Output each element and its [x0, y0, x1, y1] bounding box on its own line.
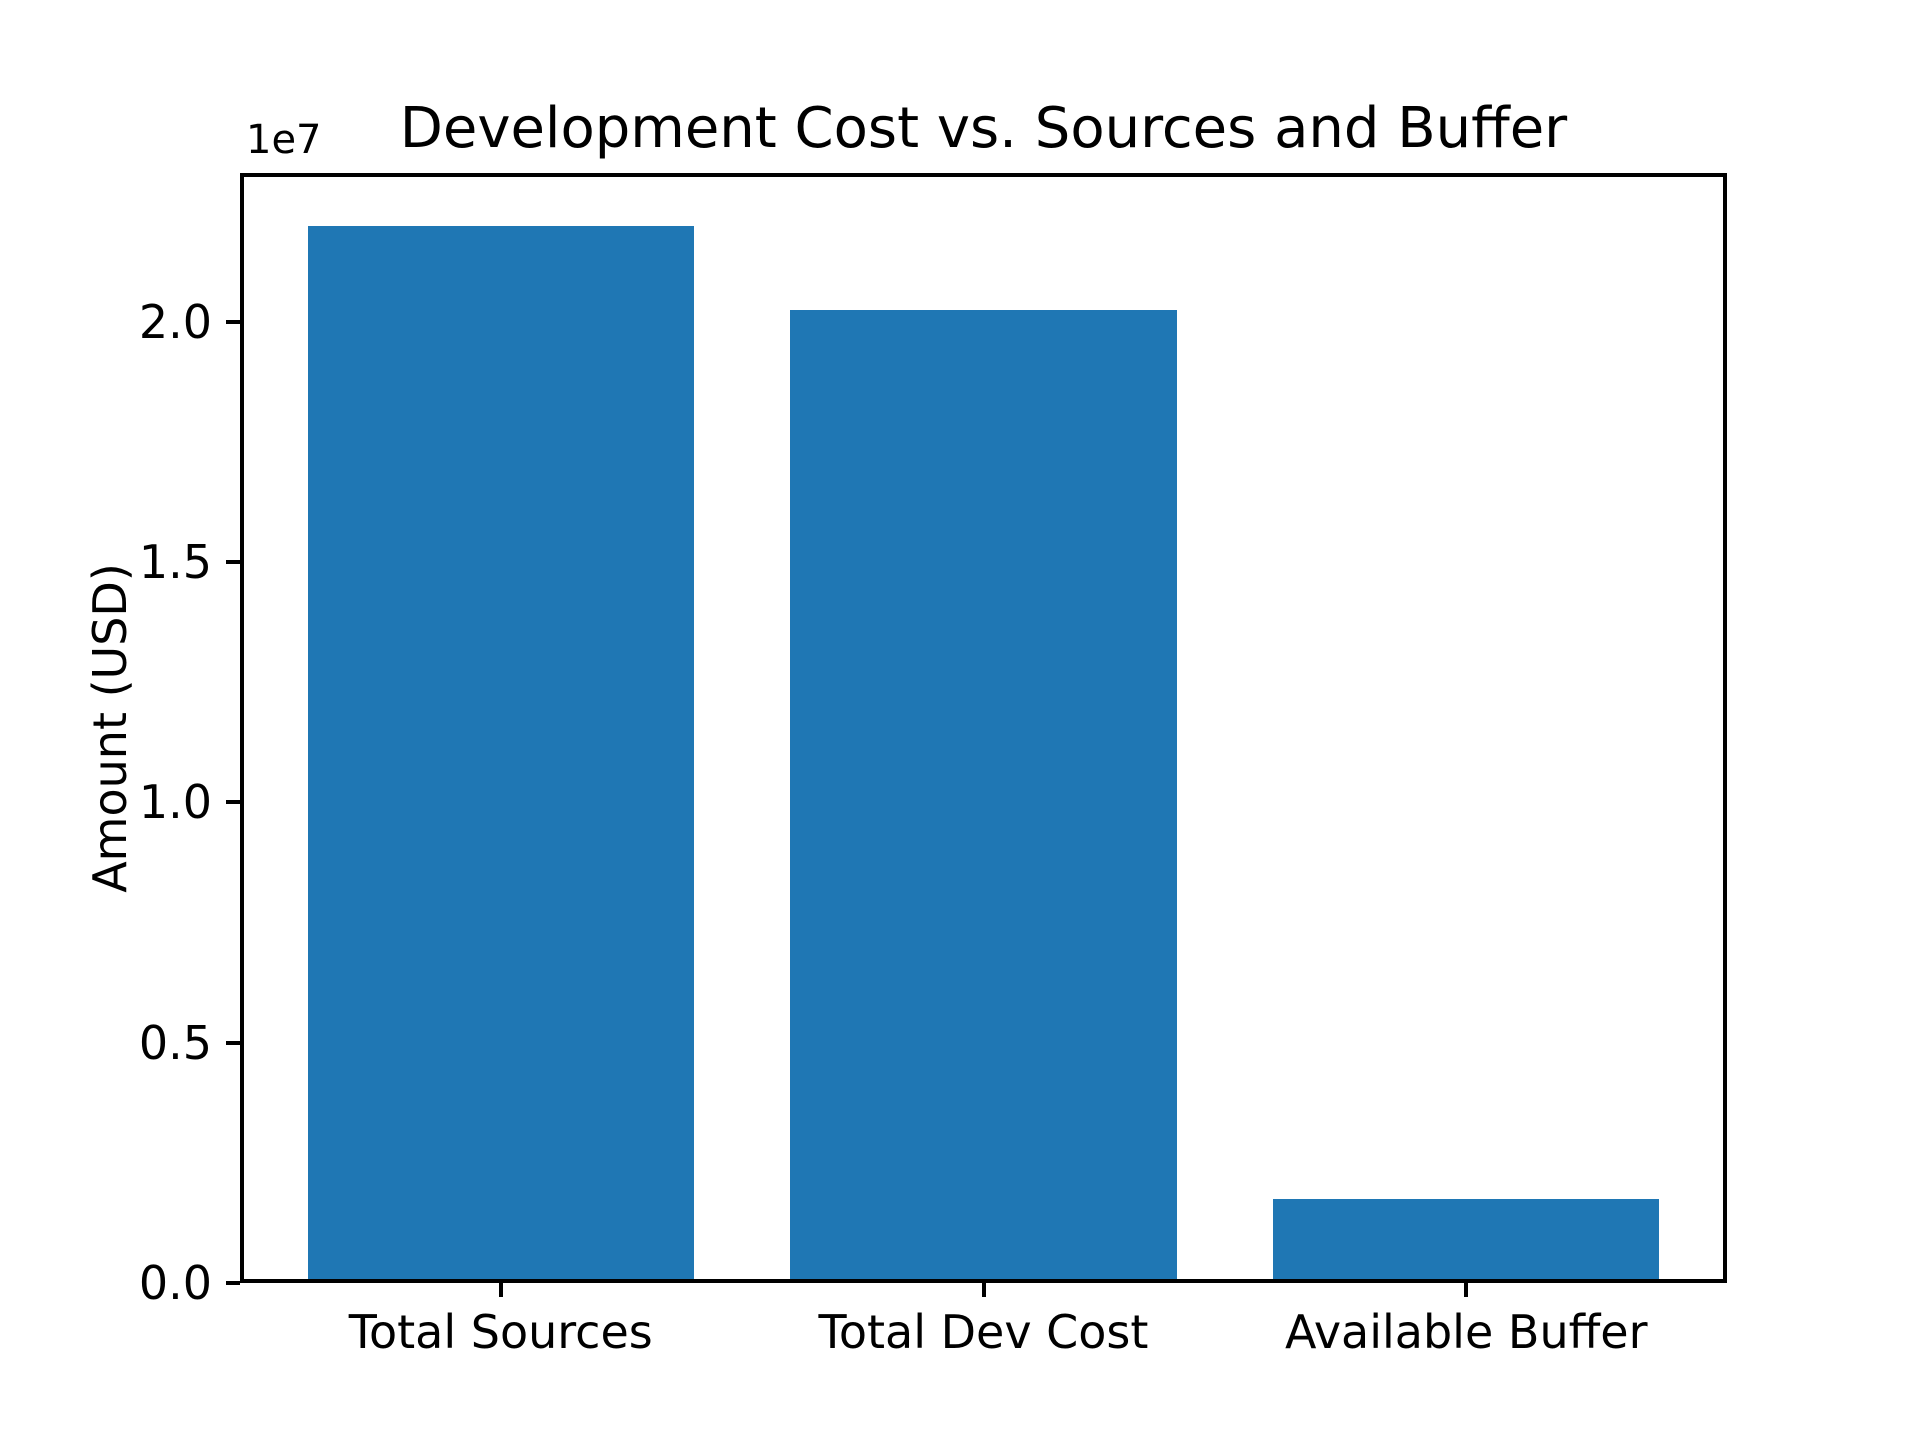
- y-tick-mark: [226, 1281, 240, 1285]
- x-tick-label: Total Dev Cost: [818, 1305, 1149, 1359]
- x-tick-label: Available Buffer: [1285, 1305, 1648, 1359]
- y-tick-mark: [226, 800, 240, 805]
- x-tick-mark: [1464, 1283, 1469, 1297]
- bar-total-sources: [307, 225, 694, 1279]
- y-tick-mark: [226, 560, 240, 565]
- y-tick-label: 1.5: [138, 535, 212, 590]
- x-tick-mark: [981, 1283, 986, 1297]
- y-tick-label: 0.5: [138, 1015, 212, 1070]
- x-tick-mark: [498, 1283, 503, 1297]
- plot-area: [240, 173, 1727, 1283]
- bar-total-dev-cost: [790, 309, 1177, 1279]
- y-axis-label: Amount (USD): [83, 563, 137, 893]
- y-tick-mark: [226, 319, 240, 324]
- x-tick-label: Total Sources: [348, 1305, 653, 1359]
- y-axis-offset-text: 1e7: [246, 117, 322, 163]
- bar-available-buffer: [1273, 1198, 1660, 1279]
- chart-title: Development Cost vs. Sources and Buffer: [399, 96, 1568, 161]
- y-tick-label: 0.0: [138, 1256, 212, 1310]
- y-tick-label: 2.0: [138, 294, 212, 349]
- y-tick-label: 1.0: [138, 775, 212, 830]
- y-tick-mark: [226, 1040, 240, 1045]
